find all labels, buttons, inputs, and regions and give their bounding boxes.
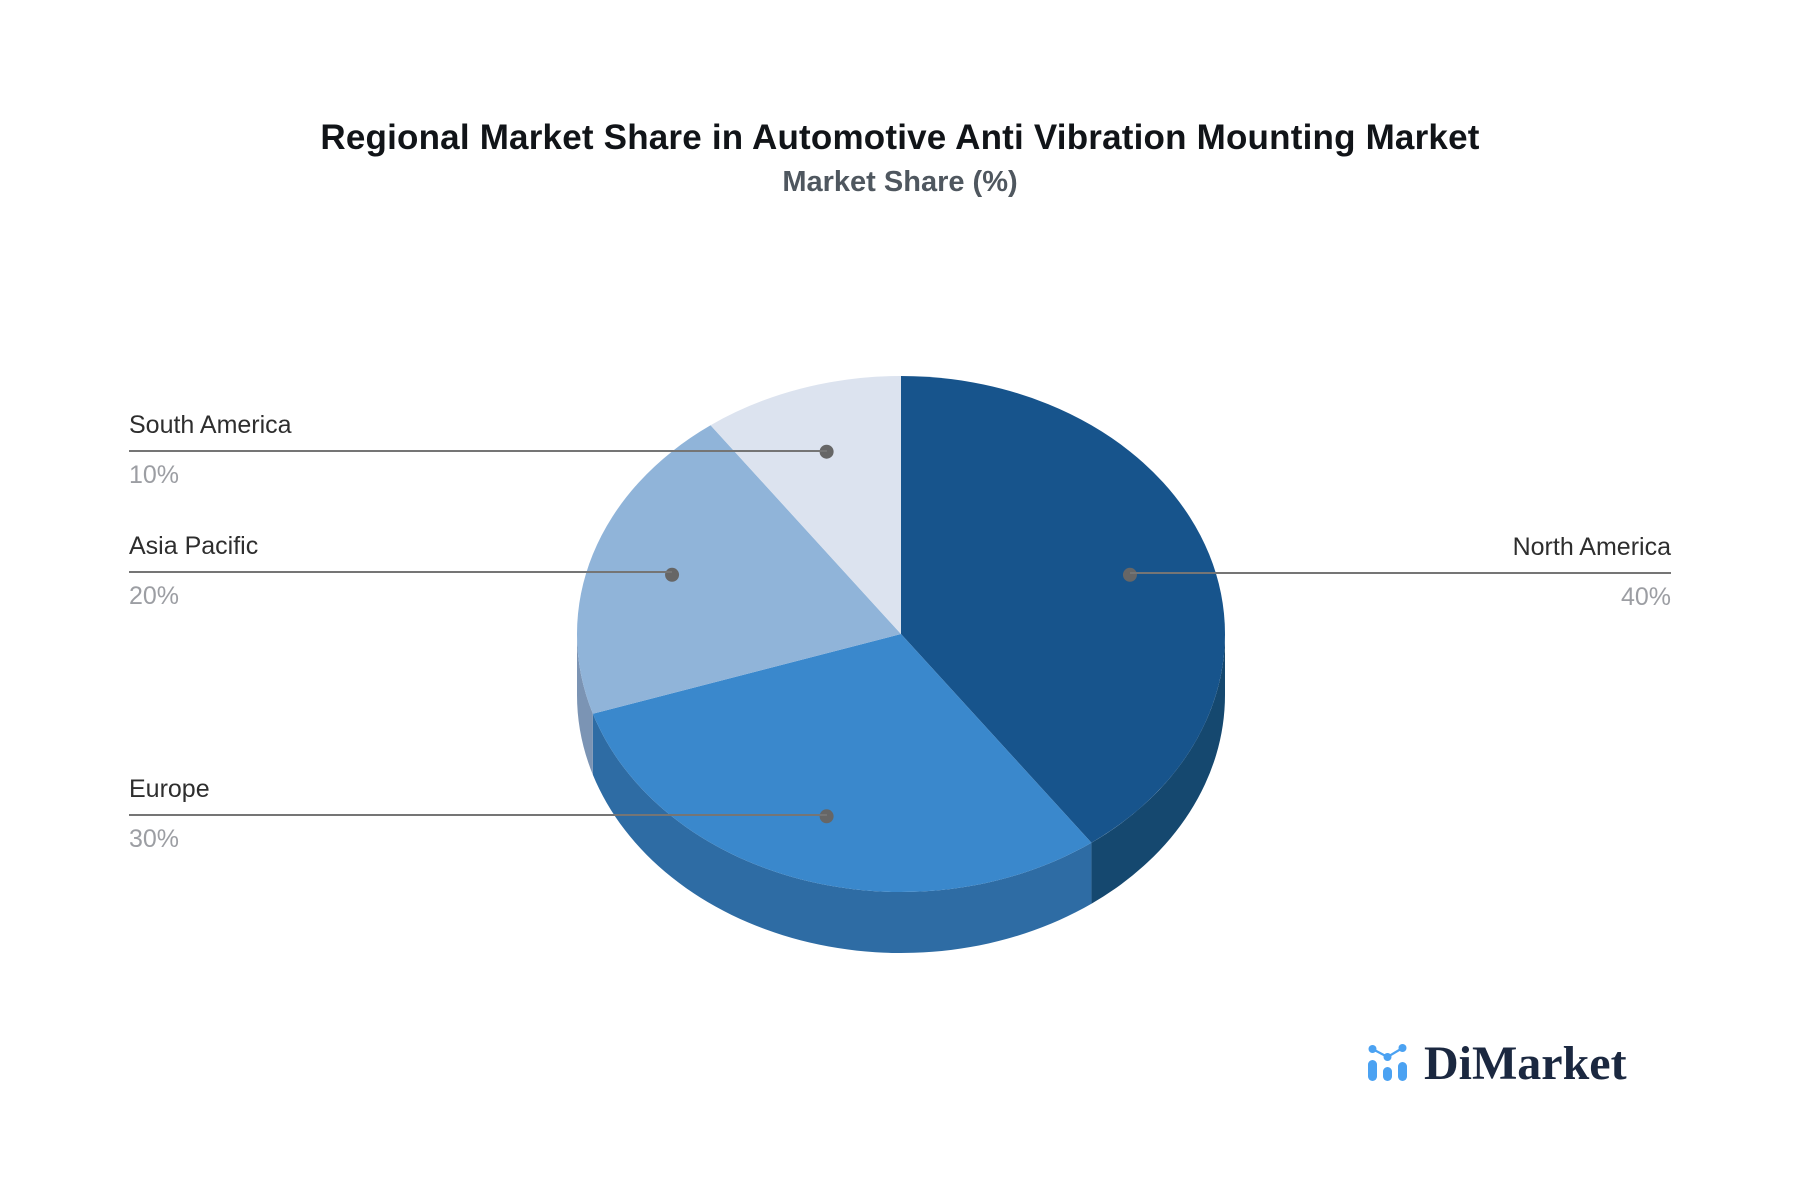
pie-slice-side-north-america xyxy=(1091,634,1225,904)
pie-slice-asia-pacific xyxy=(577,425,901,714)
pie-slice-north-america xyxy=(901,376,1225,843)
slice-label: North America xyxy=(1129,532,1671,574)
chart-subtitle: Market Share (%) xyxy=(782,166,1018,198)
bar-chart-sparkline-icon xyxy=(1368,1044,1407,1081)
pie-slice-side-asia-pacific xyxy=(577,634,593,775)
callout-dot-europe xyxy=(819,809,834,824)
slice-value: 10% xyxy=(129,461,180,489)
callout-dot-north-america xyxy=(1122,567,1137,582)
callout-south-america: South America 10% xyxy=(129,410,827,490)
dimarket-logo-text: DiMarket xyxy=(1424,1037,1627,1090)
chart-title: Regional Market Share in Automotive Anti… xyxy=(320,118,1480,157)
callout-asia-pacific: Asia Pacific 20% xyxy=(129,531,673,611)
slice-value: 30% xyxy=(129,825,180,853)
slice-value: 20% xyxy=(129,582,180,610)
slice-label: Asia Pacific xyxy=(129,531,673,573)
slice-label: Europe xyxy=(129,774,827,816)
slice-value: 40% xyxy=(1620,583,1671,611)
pie-slice-side-europe xyxy=(592,713,1092,954)
callout-europe: Europe 30% xyxy=(129,774,827,854)
dimarket-logo: DiMarket xyxy=(1366,1040,1627,1088)
pie-slice-south-america xyxy=(710,376,901,634)
pie-slice-europe xyxy=(592,634,1092,892)
callout-dot-south-america xyxy=(819,444,834,459)
slice-label: South America xyxy=(129,410,827,452)
callout-north-america: North America 40% xyxy=(1129,532,1671,612)
